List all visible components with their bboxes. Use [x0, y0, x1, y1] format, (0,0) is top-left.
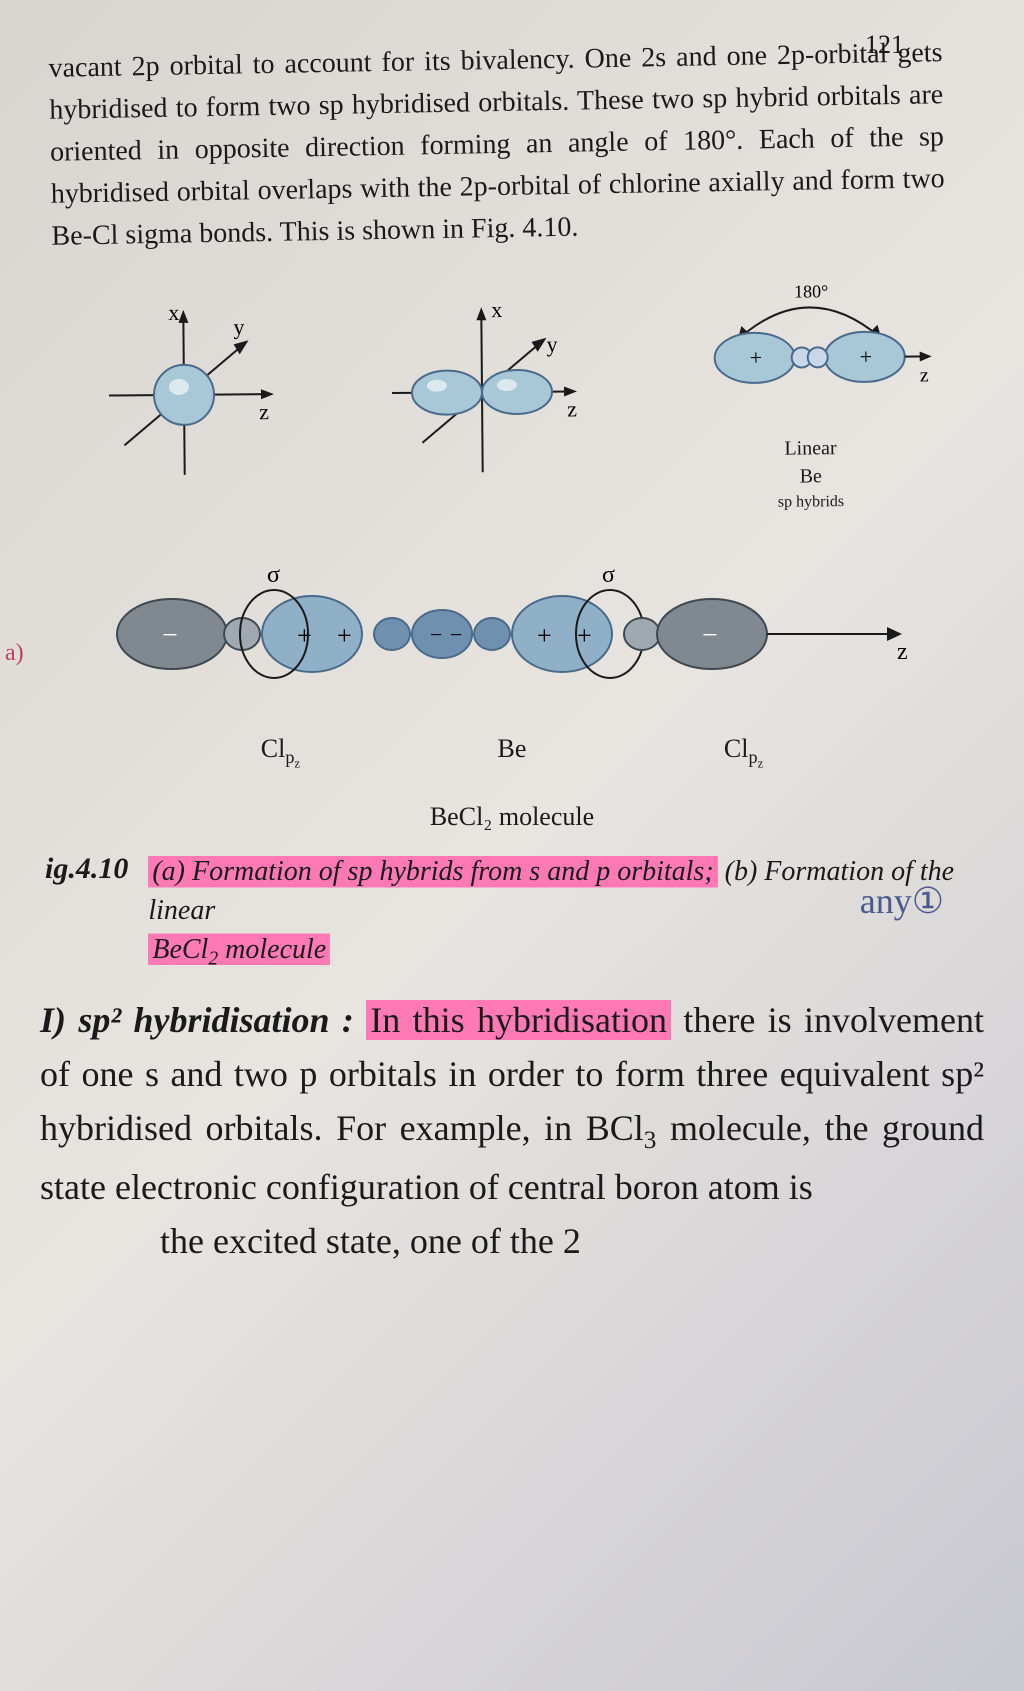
cl-left-label: Clpz — [261, 734, 300, 772]
marker-a: a) — [5, 640, 24, 667]
svg-text:σ: σ — [267, 562, 280, 588]
intro-paragraph: vacant 2p orbital to account for its biv… — [48, 32, 946, 258]
sp2-section: I) sp² hybridisation : In this hybridisa… — [40, 993, 984, 1268]
caption-text: (a) Formation of sp hybrids from s and p… — [148, 852, 984, 973]
svg-text:z: z — [897, 639, 908, 665]
svg-text:z: z — [920, 364, 929, 386]
svg-text:+: + — [337, 621, 352, 650]
sp-label-be: Be — [681, 464, 941, 489]
s-orbital-diagram: x y z — [83, 294, 285, 496]
svg-text:+: + — [860, 344, 873, 369]
svg-text:+: + — [297, 621, 312, 650]
svg-text:x: x — [168, 300, 179, 325]
handwritten-annotation: any① — [860, 880, 944, 922]
svg-text:y: y — [546, 332, 557, 357]
figure-number: ig.4.10 — [40, 852, 128, 973]
caption-part-b-mol: BeCl2 molecule — [148, 932, 330, 967]
sp2-heading: I) sp² hybridisation : — [40, 1000, 354, 1040]
svg-text:+: + — [577, 621, 592, 650]
sp2-highlighted: In this hybridisation — [366, 998, 671, 1042]
svg-text:+: + — [750, 345, 763, 370]
svg-text:−: − — [430, 622, 442, 647]
sp-hybrid-diagram: 180° + + z — [679, 266, 940, 428]
svg-text:−: − — [162, 620, 178, 651]
sp2-body-3: the excited state, one of the 2 — [160, 1221, 581, 1261]
figure-caption: ig.4.10 (a) Formation of sp hybrids from… — [40, 852, 984, 973]
figure-a-row: x y z x y z 180° — [39, 266, 985, 518]
sp-hybrid-container: 180° + + z Linear Be sp hybrids — [679, 266, 941, 512]
svg-text:z: z — [259, 399, 269, 424]
cl-right-label: Clpz — [724, 734, 763, 772]
svg-text:x: x — [491, 297, 502, 322]
svg-text:+: + — [537, 621, 552, 650]
caption-part-a: (a) Formation of sp hybrids from s and p… — [148, 854, 717, 889]
p-orbital-diagram: x y z — [371, 291, 593, 493]
svg-text:−: − — [450, 622, 462, 647]
svg-text:z: z — [567, 396, 577, 421]
becl2-molecule-diagram: − + + σ − − + + σ − z — [40, 544, 984, 724]
molecule-name: BeCl₂ molecule — [40, 802, 984, 832]
molecule-labels: Clpz Be Clpz — [162, 734, 862, 772]
svg-text:y: y — [233, 314, 244, 339]
sp-label-linear: Linear — [680, 436, 940, 461]
sp-label-sphybrids: sp hybrids — [681, 492, 941, 512]
svg-text:σ: σ — [602, 562, 615, 588]
svg-text:−: − — [702, 620, 718, 651]
be-center-label: Be — [498, 734, 527, 772]
angle-label: 180° — [794, 281, 828, 301]
